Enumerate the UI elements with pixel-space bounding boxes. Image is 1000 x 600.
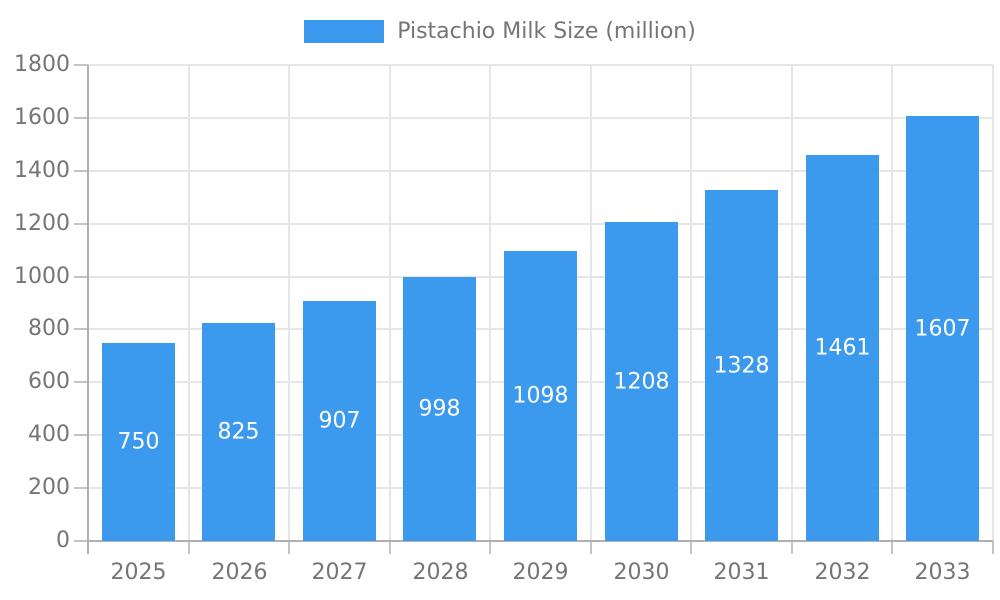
bar-value-label: 907 xyxy=(318,408,361,434)
legend-label: Pistachio Milk Size (million) xyxy=(397,18,696,44)
h-gridline xyxy=(88,170,993,172)
bar-value-label: 998 xyxy=(418,396,461,422)
v-gridline xyxy=(992,65,994,541)
bar-value-label: 825 xyxy=(217,419,260,445)
y-axis-label: 1200 xyxy=(14,211,70,236)
bar: 750 xyxy=(102,343,175,541)
y-axis-tick xyxy=(74,434,88,436)
bar: 998 xyxy=(403,277,476,541)
v-gridline xyxy=(791,65,793,541)
y-axis-tick xyxy=(74,487,88,489)
x-axis-label: 2027 xyxy=(311,560,368,585)
x-axis-tick xyxy=(288,541,290,554)
bar-value-label: 1098 xyxy=(512,383,569,409)
bar-value-label: 1328 xyxy=(713,353,770,378)
bar: 1461 xyxy=(806,155,879,541)
y-axis-label: 600 xyxy=(28,369,70,394)
bar: 907 xyxy=(303,301,376,541)
bar: 825 xyxy=(202,323,275,541)
bar-value-label: 1208 xyxy=(613,369,670,394)
y-axis-tick xyxy=(74,117,88,119)
y-axis-label: 0 xyxy=(56,528,70,553)
x-axis-label: 2033 xyxy=(914,560,971,585)
x-axis-line xyxy=(88,540,993,542)
y-axis-line xyxy=(87,65,89,554)
h-gridline xyxy=(88,223,993,225)
bar: 1328 xyxy=(705,190,778,541)
bar-value-label: 1461 xyxy=(814,335,871,361)
x-axis-tick xyxy=(389,541,391,554)
bar: 1098 xyxy=(504,251,577,541)
x-axis-label: 2029 xyxy=(512,560,569,585)
y-axis-label: 1800 xyxy=(14,52,70,77)
x-axis-tick xyxy=(791,541,793,554)
x-axis-label: 2025 xyxy=(110,560,167,585)
v-gridline xyxy=(288,65,290,541)
x-axis-tick xyxy=(489,541,491,554)
v-gridline xyxy=(489,65,491,541)
x-axis-label: 2030 xyxy=(613,560,670,585)
v-gridline xyxy=(188,65,190,541)
y-axis-tick xyxy=(74,381,88,383)
y-axis-tick xyxy=(74,223,88,225)
legend-swatch xyxy=(304,19,385,43)
y-axis-tick xyxy=(74,170,88,172)
x-axis-tick xyxy=(690,541,692,554)
bar-value-label: 1607 xyxy=(914,316,971,341)
x-axis-label: 2028 xyxy=(412,560,469,585)
bar: 1208 xyxy=(605,222,678,541)
y-axis-label: 1000 xyxy=(14,264,70,289)
h-gridline xyxy=(88,117,993,119)
x-axis-label: 2026 xyxy=(211,560,268,585)
x-axis-tick xyxy=(590,541,592,554)
h-gridline xyxy=(88,64,993,66)
v-gridline xyxy=(690,65,692,541)
y-axis-label: 1400 xyxy=(14,158,70,183)
x-axis-tick xyxy=(188,541,190,554)
bar: 1607 xyxy=(906,116,979,541)
y-axis-label: 200 xyxy=(28,475,70,500)
x-axis-label: 2031 xyxy=(713,560,770,585)
x-axis-tick xyxy=(992,541,994,554)
y-axis-tick xyxy=(74,540,88,542)
y-axis-tick xyxy=(74,64,88,66)
x-axis-label: 2032 xyxy=(814,560,871,585)
v-gridline xyxy=(590,65,592,541)
y-axis-label: 800 xyxy=(28,316,70,341)
y-axis-label: 400 xyxy=(28,422,70,447)
y-axis-tick xyxy=(74,276,88,278)
y-axis-tick xyxy=(74,328,88,330)
v-gridline xyxy=(891,65,893,541)
y-axis-label: 1600 xyxy=(14,105,70,130)
x-axis-tick xyxy=(891,541,893,554)
bar-value-label: 750 xyxy=(117,429,160,455)
legend: Pistachio Milk Size (million) xyxy=(0,16,1000,46)
v-gridline xyxy=(389,65,391,541)
